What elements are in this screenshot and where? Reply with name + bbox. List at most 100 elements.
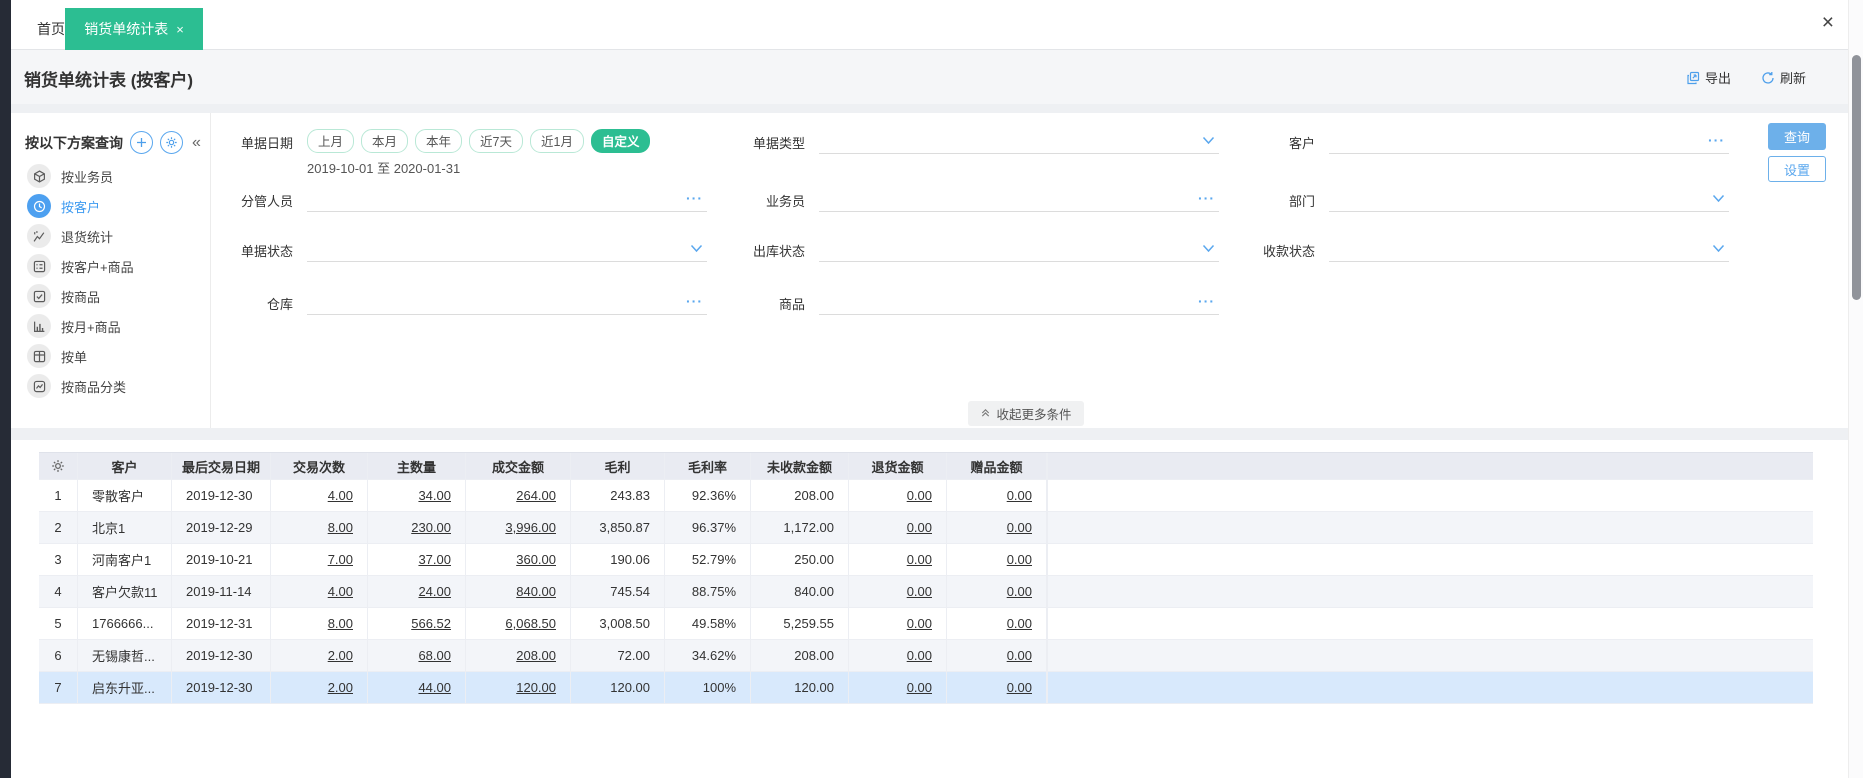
sidebar-item-5[interactable]: 按商品 — [27, 281, 206, 311]
drill-down-link[interactable]: 44.00 — [418, 680, 451, 695]
date-preset-4[interactable]: 近7天 — [469, 129, 523, 153]
query-button[interactable]: 查询 — [1768, 123, 1826, 150]
chevron-down-icon[interactable] — [1712, 241, 1725, 256]
date-preset-5[interactable]: 近1月 — [530, 129, 584, 153]
date-preset-3[interactable]: 本年 — [415, 129, 463, 153]
collapse-sidebar-icon[interactable]: « — [192, 133, 201, 151]
date-preset-1[interactable]: 上月 — [307, 129, 355, 153]
drill-down-link[interactable]: 0.00 — [906, 552, 932, 567]
drill-down-link[interactable]: 0.00 — [1006, 520, 1032, 535]
chevron-down-icon[interactable] — [690, 241, 703, 256]
tab-home[interactable]: 首页 — [37, 21, 65, 37]
ellipsis-picker-icon[interactable]: ··· — [686, 293, 703, 309]
sidebar-item-4[interactable]: 按客户+商品 — [27, 251, 206, 281]
table-row-6[interactable]: 6 无锡康哲... 2019-12-30 2.00 68.00 208.00 72.00 34… — [39, 640, 1813, 672]
warehouse-picker[interactable]: ··· — [307, 290, 707, 315]
sidebar-item-7[interactable]: 按单 — [27, 341, 206, 371]
customer-picker[interactable]: ··· — [1329, 129, 1729, 154]
chevron-down-icon[interactable] — [1202, 241, 1215, 256]
drill-down-link[interactable]: 0.00 — [1006, 680, 1032, 695]
cell: 92.36% — [665, 480, 751, 511]
add-scheme-icon[interactable] — [130, 131, 153, 154]
drill-down-link[interactable]: 0.00 — [906, 520, 932, 535]
table-row-7[interactable]: 7 启东升亚... 2019-12-30 2.00 44.00 120.00 120.00 1… — [39, 672, 1813, 704]
cell: 120.00 — [571, 672, 665, 703]
table-row-2[interactable]: 2 北京1 2019-12-29 8.00 230.00 3,996.00 3,850.87… — [39, 512, 1813, 544]
drill-down-link[interactable]: 0.00 — [906, 488, 932, 503]
drill-down-link[interactable]: 566.52 — [411, 616, 451, 631]
drill-down-link[interactable]: 0.00 — [1006, 488, 1032, 503]
drill-down-link[interactable]: 24.00 — [418, 584, 451, 599]
cell: 24.00 — [368, 576, 466, 607]
table-row-5[interactable]: 5 1766666... 2019-12-31 8.00 566.52 6,068.50 3… — [39, 608, 1813, 640]
column-settings-gear-icon[interactable] — [39, 453, 78, 479]
department-select[interactable] — [1329, 187, 1729, 212]
ellipsis-picker-icon[interactable]: ··· — [1198, 190, 1215, 206]
drill-down-link[interactable]: 208.00 — [516, 648, 556, 663]
doc-type-select[interactable] — [819, 129, 1219, 154]
collapse-conditions-button[interactable]: 收起更多条件 — [968, 401, 1084, 426]
drill-down-link[interactable]: 264.00 — [516, 488, 556, 503]
drill-down-link[interactable]: 840.00 — [516, 584, 556, 599]
ellipsis-picker-icon[interactable]: ··· — [1198, 293, 1215, 309]
tab-sales-statistics[interactable]: 销货单统计表 × — [65, 8, 203, 50]
drill-down-link[interactable]: 68.00 — [418, 648, 451, 663]
column-header: 退货金额 — [849, 453, 947, 479]
ellipsis-picker-icon[interactable]: ··· — [686, 190, 703, 206]
refresh-button[interactable]: 刷新 — [1761, 68, 1806, 87]
chevron-down-icon[interactable] — [1202, 133, 1215, 148]
drill-down-link[interactable]: 0.00 — [1006, 648, 1032, 663]
scheme-settings-icon[interactable] — [160, 131, 183, 154]
sidebar-item-8[interactable]: 按商品分类 — [27, 371, 206, 401]
cell: 0.00 — [947, 608, 1047, 639]
export-button[interactable]: 导出 — [1686, 68, 1731, 87]
sidebar-item-1[interactable]: 按业务员 — [27, 161, 206, 191]
drill-down-link[interactable]: 0.00 — [906, 616, 932, 631]
drill-down-link[interactable]: 0.00 — [1006, 584, 1032, 599]
drill-down-link[interactable]: 4.00 — [327, 584, 353, 599]
sidebar-item-2[interactable]: 按客户 — [27, 191, 206, 221]
date-range-value[interactable]: 2019-10-01 至 2020-01-31 — [307, 161, 461, 176]
filter-label-doc-date: 单据日期 — [240, 136, 293, 151]
ellipsis-picker-icon[interactable]: ··· — [1708, 132, 1725, 148]
drill-down-link[interactable]: 2.00 — [327, 680, 353, 695]
scrollbar-thumb[interactable] — [1852, 55, 1861, 300]
drill-down-link[interactable]: 120.00 — [516, 680, 556, 695]
drill-down-link[interactable]: 7.00 — [327, 552, 353, 567]
close-icon[interactable]: × — [1821, 11, 1834, 34]
drill-down-link[interactable]: 0.00 — [906, 648, 932, 663]
drill-down-link[interactable]: 0.00 — [1006, 552, 1032, 567]
sidebar-item-3[interactable]: 退货统计 — [27, 221, 206, 251]
drill-down-link[interactable]: 0.00 — [1006, 616, 1032, 631]
product-picker[interactable]: ··· — [819, 290, 1219, 315]
drill-down-link[interactable]: 360.00 — [516, 552, 556, 567]
doc-status-select[interactable] — [307, 237, 707, 262]
scrollbar[interactable] — [1848, 0, 1863, 778]
date-preset-2[interactable]: 本月 — [361, 129, 409, 153]
sidebar-item-6[interactable]: 按月+商品 — [27, 311, 206, 341]
drill-down-link[interactable]: 3,996.00 — [505, 520, 556, 535]
drill-down-link[interactable]: 6,068.50 — [505, 616, 556, 631]
refresh-icon — [1761, 71, 1775, 85]
table-row-3[interactable]: 3 河南客户1 2019-10-21 7.00 37.00 360.00 190.06 52.… — [39, 544, 1813, 576]
drill-down-link[interactable]: 0.00 — [906, 680, 932, 695]
drill-down-link[interactable]: 37.00 — [418, 552, 451, 567]
drill-down-link[interactable]: 4.00 — [327, 488, 353, 503]
drill-down-link[interactable]: 230.00 — [411, 520, 451, 535]
table-row-4[interactable]: 4 客户欠款11 2019-11-14 4.00 24.00 840.00 745.54 88… — [39, 576, 1813, 608]
salesman-picker[interactable]: ··· — [819, 187, 1219, 212]
payment-status-select[interactable] — [1329, 237, 1729, 262]
cell: 96.37% — [665, 512, 751, 543]
drill-down-link[interactable]: 8.00 — [327, 616, 353, 631]
tab-close-icon[interactable]: × — [176, 21, 184, 37]
settings-button[interactable]: 设置 — [1768, 156, 1826, 182]
drill-down-link[interactable]: 8.00 — [327, 520, 353, 535]
outbound-status-select[interactable] — [819, 237, 1219, 262]
manager-picker[interactable]: ··· — [307, 187, 707, 212]
drill-down-link[interactable]: 0.00 — [906, 584, 932, 599]
drill-down-link[interactable]: 34.00 — [418, 488, 451, 503]
table-row-1[interactable]: 1 零散客户 2019-12-30 4.00 34.00 264.00 243.83 92.3… — [39, 480, 1813, 512]
drill-down-link[interactable]: 2.00 — [327, 648, 353, 663]
date-preset-6[interactable]: 自定义 — [590, 129, 651, 153]
chevron-down-icon[interactable] — [1712, 191, 1725, 206]
